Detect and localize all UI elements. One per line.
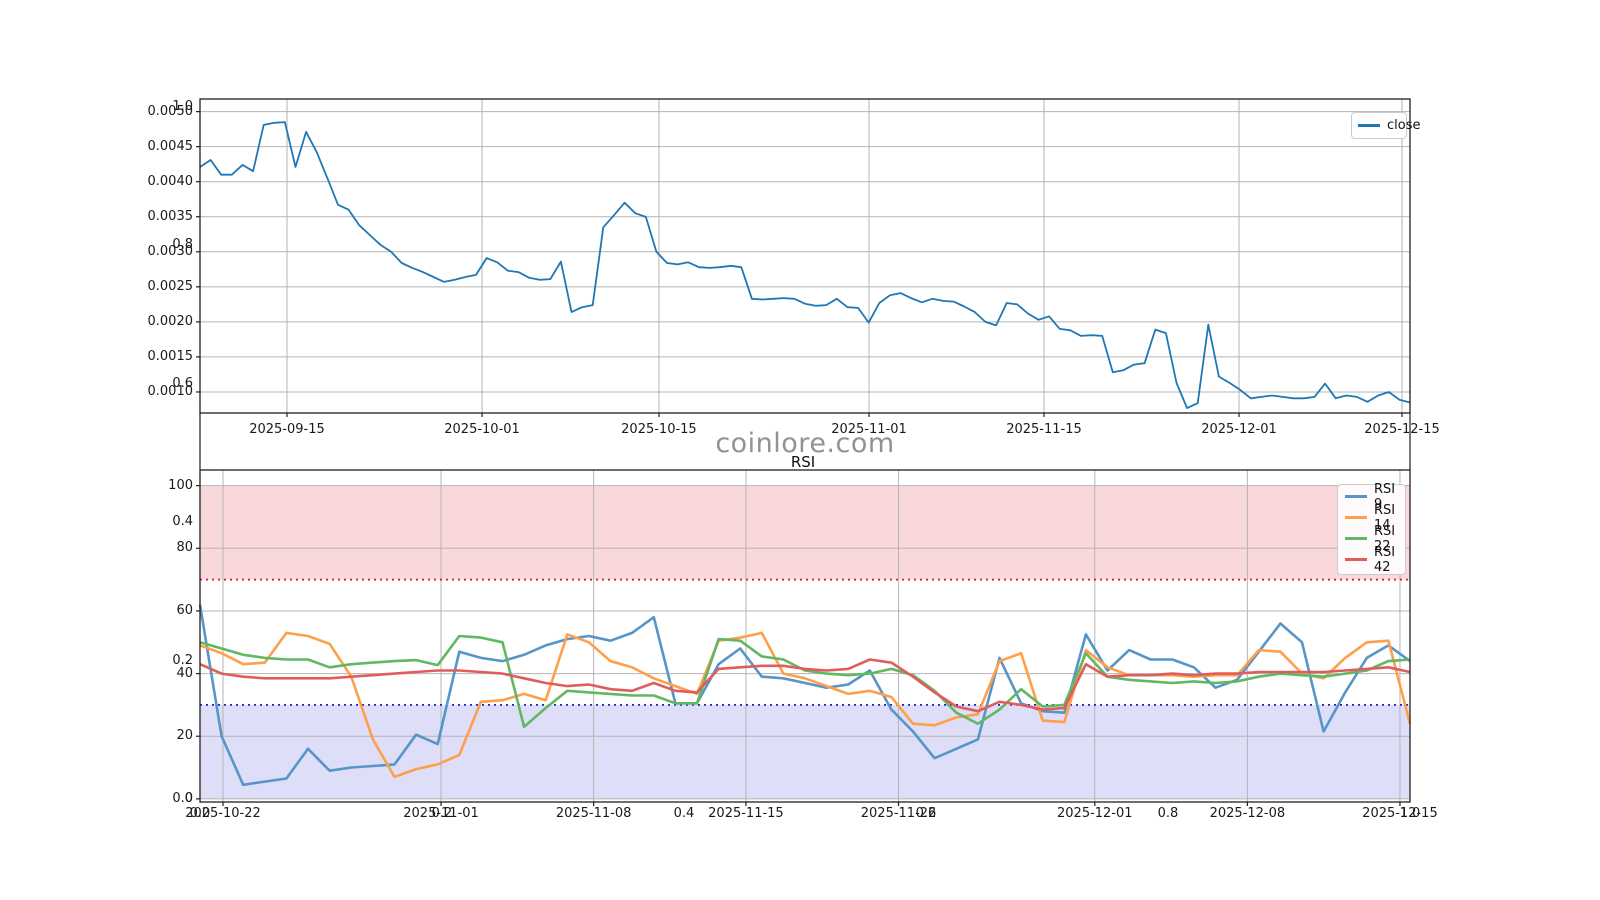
stray-y-tick-label: 0.4 bbox=[172, 514, 193, 529]
y-tick-label: 0.0035 bbox=[147, 208, 194, 224]
x-tick-label: 2025-12-01 bbox=[1057, 806, 1133, 821]
legend-item-rsi42: RSI 42 bbox=[1338, 545, 1405, 575]
y-tick-label: 80 bbox=[176, 540, 193, 556]
x-tick-label: 2025-12-08 bbox=[1209, 806, 1286, 821]
overbought-zone bbox=[200, 485, 1410, 580]
rsi-legend: RSI 9 RSI 14 RSI 22 RSI 42 bbox=[1337, 482, 1406, 575]
legend-label: RSI 14 bbox=[1374, 502, 1396, 533]
rsi14-line-swatch bbox=[1345, 516, 1367, 519]
rsi42-line-swatch bbox=[1345, 558, 1367, 561]
x-tick-label: 2025-10-01 bbox=[444, 422, 520, 437]
x-tick-label: 2025-12-15 bbox=[1364, 422, 1440, 437]
x-tick-label: 2025-12-15 bbox=[1362, 806, 1438, 821]
legend-item-close: close bbox=[1352, 113, 1420, 138]
y-tick-label: 0.0010 bbox=[147, 383, 194, 399]
x-tick-label: 2025-11-01 bbox=[403, 806, 479, 821]
series-line-rsi-42 bbox=[199, 658, 1411, 713]
stray-y-tick-label: 0.8 bbox=[172, 237, 193, 252]
series-line-rsi-14 bbox=[199, 631, 1412, 779]
x-tick-label: 2025-11-01 bbox=[831, 422, 907, 437]
series-line-close bbox=[199, 121, 1411, 410]
stray-y-tick-label: 0.0 bbox=[172, 791, 193, 806]
stray-x-tick-label: 0.4 bbox=[673, 806, 695, 821]
stray-x-tick-label: 0.8 bbox=[1157, 806, 1179, 821]
y-tick-label: 0.0050 bbox=[147, 103, 194, 119]
stray-x-tick-label: 0.0 bbox=[189, 806, 211, 821]
y-tick-label: 0.0020 bbox=[147, 313, 194, 329]
y-tick-label: 40 bbox=[176, 665, 193, 681]
axes-spines bbox=[199, 469, 1411, 803]
y-tick-label: 0.0015 bbox=[147, 348, 194, 364]
close-line-swatch bbox=[1358, 124, 1380, 127]
stray-y-tick-label: 0.2 bbox=[172, 653, 193, 668]
x-tick-label: 2025-11-15 bbox=[1006, 422, 1082, 437]
stray-x-tick-label: 0.2 bbox=[431, 806, 453, 821]
legend-label: RSI 22 bbox=[1374, 523, 1396, 554]
series-line-rsi-22 bbox=[199, 634, 1411, 729]
y-tick-label: 0.0025 bbox=[147, 278, 194, 294]
legend-item-rsi9: RSI 9 bbox=[1338, 482, 1405, 512]
legend-label: RSI 9 bbox=[1374, 481, 1396, 512]
x-tick-label: 2025-09-15 bbox=[249, 422, 325, 437]
price-legend: close bbox=[1351, 112, 1420, 139]
x-tick-label: 2025-11-22 bbox=[860, 806, 937, 821]
x-tick-label: 2025-10-22 bbox=[185, 806, 261, 821]
stray-x-tick-label: 0.6 bbox=[915, 806, 937, 821]
legend-item-rsi14: RSI 14 bbox=[1338, 503, 1405, 533]
legend-item-rsi22: RSI 22 bbox=[1338, 524, 1405, 554]
stray-x-tick-label: 1.0 bbox=[1399, 806, 1421, 821]
x-tick-label: 2025-11-08 bbox=[555, 806, 632, 821]
x-tick-label: 2025-11-15 bbox=[708, 806, 784, 821]
legend-label: RSI 42 bbox=[1374, 544, 1396, 575]
rsi22-line-swatch bbox=[1345, 537, 1367, 540]
stray-y-tick-label: 0.6 bbox=[172, 376, 193, 391]
x-tick-label: 2025-12-01 bbox=[1201, 422, 1277, 437]
y-tick-label: 0.0045 bbox=[147, 138, 194, 154]
rsi-panel-title: RSI bbox=[790, 453, 816, 471]
y-tick-label: 0.0030 bbox=[147, 243, 194, 259]
axes-spines bbox=[199, 98, 1411, 414]
y-tick-label: 20 bbox=[176, 728, 193, 744]
stray-y-tick-label: 1.0 bbox=[172, 99, 193, 114]
watermark: coinlore.com bbox=[715, 428, 895, 459]
legend-label: close bbox=[1387, 118, 1421, 133]
series-line-rsi-9 bbox=[198, 604, 1411, 787]
x-tick-label: 2025-10-15 bbox=[621, 422, 697, 437]
y-tick-label: 0.0040 bbox=[147, 173, 194, 189]
rsi9-line-swatch bbox=[1345, 495, 1367, 498]
y-tick-label: 0 bbox=[184, 790, 193, 806]
y-tick-label: 60 bbox=[176, 602, 193, 618]
oversold-zone bbox=[200, 704, 1410, 799]
y-tick-label: 100 bbox=[168, 477, 193, 493]
